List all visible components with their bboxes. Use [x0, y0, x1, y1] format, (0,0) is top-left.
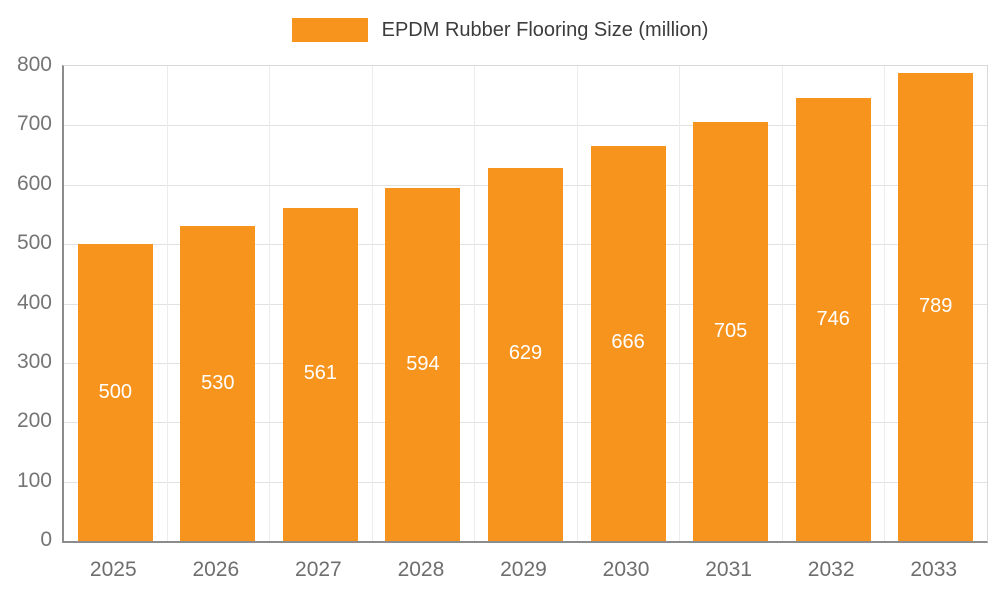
- gridline-vertical: [576, 66, 578, 541]
- legend-swatch-icon: [291, 18, 368, 42]
- gridline-vertical: [679, 66, 681, 541]
- x-tick-label: 2029: [500, 558, 547, 581]
- bar-2031[interactable]: [693, 122, 769, 541]
- gridline-vertical: [474, 66, 476, 541]
- y-tick-label: 400: [16, 290, 52, 314]
- bar-2033[interactable]: [898, 72, 974, 541]
- bar-2027[interactable]: [282, 207, 358, 541]
- bar-2028[interactable]: [385, 188, 461, 541]
- y-tick-label: 700: [16, 112, 52, 136]
- x-tick-label: 2032: [807, 558, 855, 581]
- gridline-horizontal: [64, 125, 987, 127]
- gridline-vertical: [166, 66, 168, 541]
- x-tick-label: 2030: [602, 558, 650, 581]
- y-tick-label: 800: [16, 53, 52, 76]
- x-tick-label: 2033: [910, 558, 958, 581]
- y-tick-label: 300: [16, 349, 52, 373]
- y-tick-label: 0: [40, 528, 52, 551]
- y-tick-label: 500: [16, 231, 52, 255]
- bar-2025[interactable]: [77, 244, 153, 541]
- plot-area: 500 530 561 594 629 666 705 746 789: [62, 65, 988, 543]
- bar-2026[interactable]: [180, 226, 256, 541]
- bar-2032[interactable]: [795, 98, 871, 541]
- legend-item[interactable]: EPDM Rubber Flooring Size (million): [0, 14, 1000, 46]
- gridline-vertical: [269, 66, 271, 541]
- y-tick-label: 100: [16, 468, 52, 492]
- x-tick-label: 2027: [295, 558, 342, 581]
- chart-title: EPDM Rubber Flooring Size (million): [381, 18, 709, 41]
- x-tick-label: 2028: [397, 558, 445, 581]
- gridline-vertical: [884, 66, 886, 541]
- bar-2029[interactable]: [488, 167, 563, 541]
- x-tick-label: 2031: [705, 558, 752, 581]
- gridline-vertical: [781, 66, 783, 541]
- bar-2030[interactable]: [590, 145, 666, 541]
- gridline-vertical: [371, 66, 373, 541]
- x-tick-label: 2026: [192, 558, 240, 581]
- y-tick-label: 600: [16, 171, 52, 195]
- y-tick-label: 200: [16, 409, 52, 433]
- x-tick-label: 2025: [89, 558, 137, 581]
